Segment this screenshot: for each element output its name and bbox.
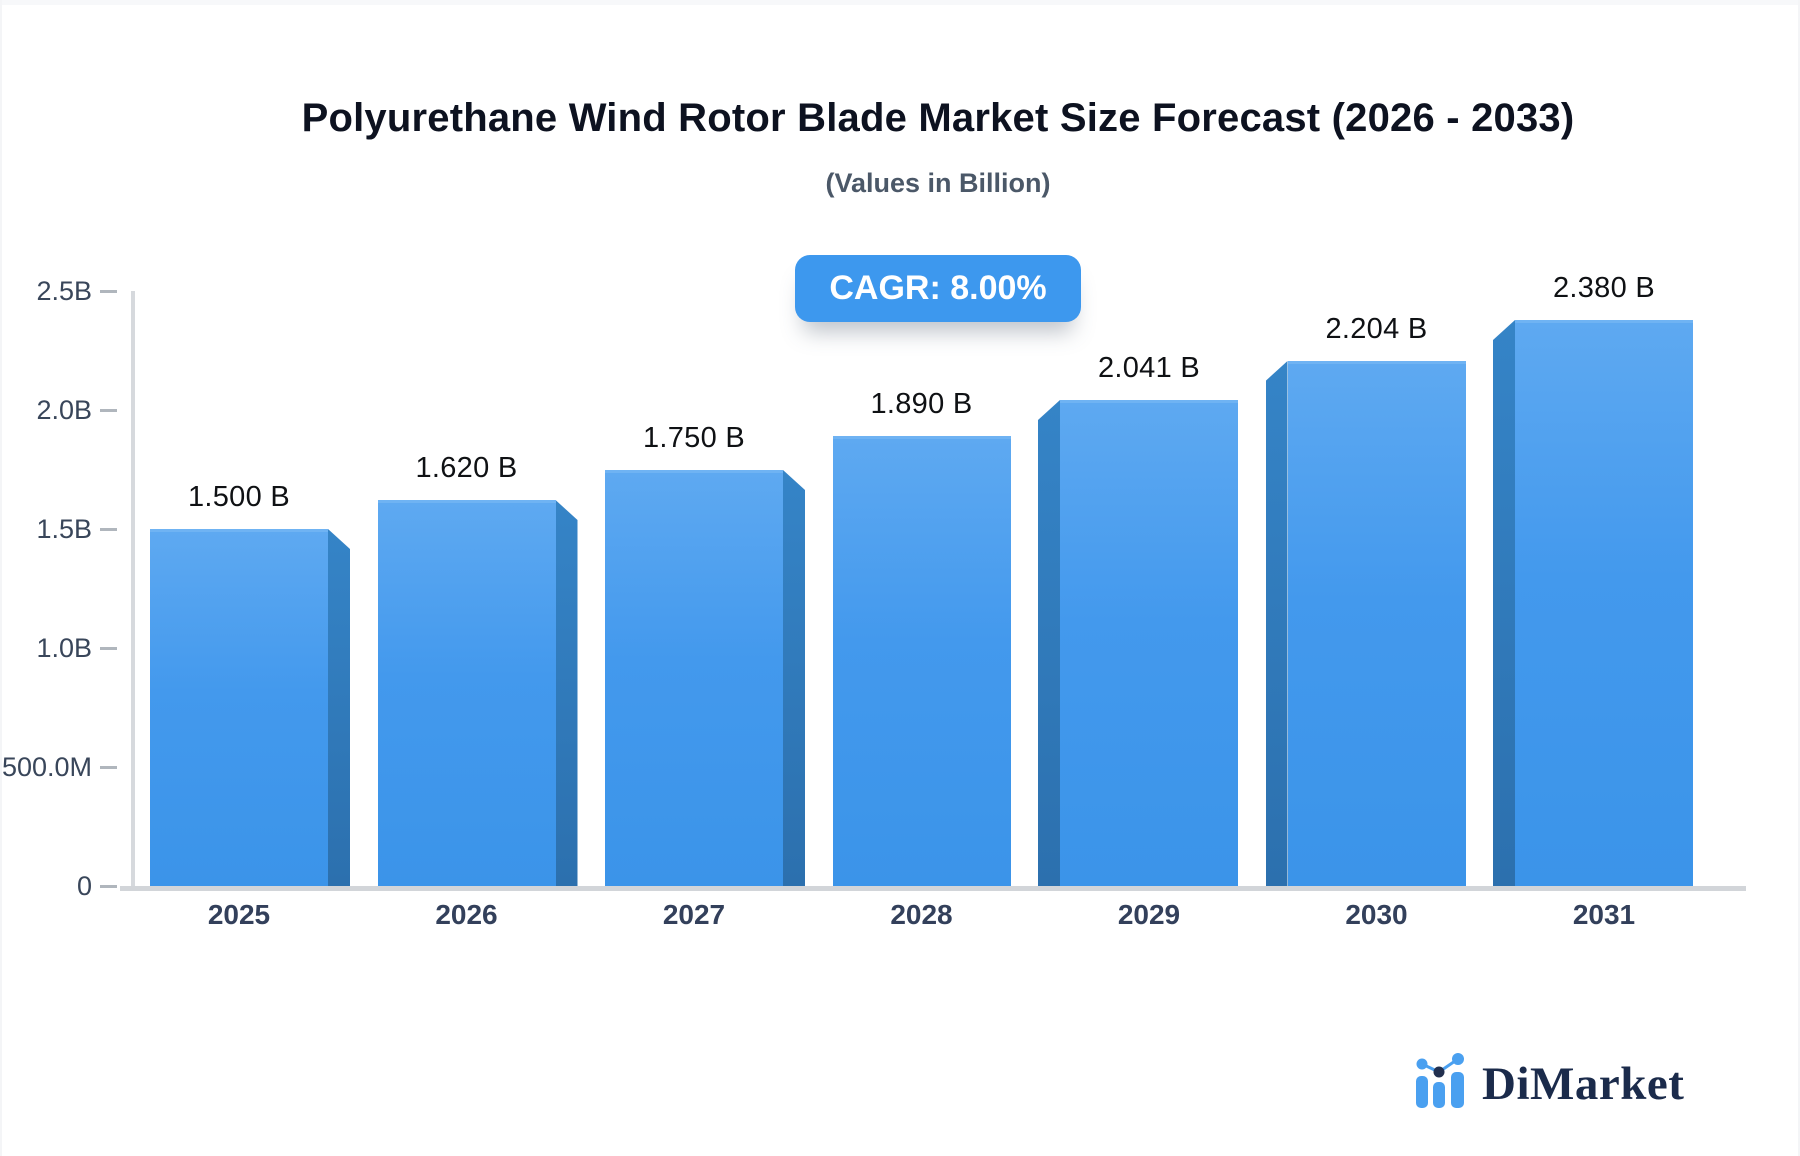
y-axis-tick-label: 500.0M bbox=[1, 752, 92, 782]
page-top-border bbox=[0, 0, 1800, 5]
x-axis-label-2025: 2025 bbox=[207, 899, 271, 930]
y-axis-line bbox=[131, 291, 135, 889]
bar-value-label-2031: 2.380 B bbox=[1552, 272, 1656, 304]
y-axis-tick-label: 0 bbox=[76, 871, 92, 901]
y-axis-tick bbox=[100, 409, 117, 412]
y-axis-tick-label: 2.0B bbox=[36, 395, 92, 425]
brand-logo[interactable]: DiMarket bbox=[1414, 1038, 1744, 1108]
x-axis-label-2026: 2026 bbox=[435, 899, 498, 930]
bar-value-label-2027: 1.750 B bbox=[642, 422, 746, 454]
x-axis-label-2030: 2030 bbox=[1345, 899, 1408, 930]
x-axis-baseline bbox=[120, 886, 1746, 891]
y-axis-tick-label: 1.0B bbox=[36, 633, 92, 663]
bar-value-label-2030: 2.204 B bbox=[1325, 313, 1428, 345]
bar-side-face-2026 bbox=[555, 500, 578, 886]
bar-2029[interactable] bbox=[1060, 400, 1238, 886]
cagr-badge-label: CAGR: 8.00% bbox=[795, 255, 1081, 322]
x-axis-label-2029: 2029 bbox=[1117, 899, 1181, 930]
bar-2026[interactable] bbox=[377, 500, 556, 886]
bar-2027[interactable] bbox=[605, 470, 783, 886]
y-axis-tick-label: 2.5B bbox=[36, 276, 92, 306]
brand-logo-text: DiMarket bbox=[1482, 1058, 1685, 1110]
page-left-border bbox=[0, 0, 2, 1156]
bar-side-face-2030 bbox=[1265, 361, 1288, 886]
bar-value-label-2026: 1.620 B bbox=[415, 452, 518, 484]
bar-2031[interactable] bbox=[1515, 320, 1693, 886]
chart-subtitle: (Values in Billion) bbox=[825, 168, 1051, 198]
y-axis-tick bbox=[100, 647, 117, 650]
x-axis-label-2027: 2027 bbox=[662, 899, 726, 930]
y-axis-tick-label: 1.5B bbox=[36, 514, 92, 544]
y-axis-tick bbox=[100, 528, 117, 531]
bar-side-face-2027 bbox=[783, 470, 805, 886]
y-axis-tick bbox=[100, 766, 117, 769]
y-axis-tick bbox=[100, 290, 117, 293]
bar-2025[interactable] bbox=[150, 529, 328, 886]
page-right-border bbox=[1798, 0, 1800, 1156]
bar-side-face-2025 bbox=[328, 529, 350, 886]
bar-value-label-2028: 1.890 B bbox=[870, 388, 973, 420]
bar-value-label-2025: 1.500 B bbox=[187, 481, 291, 513]
chart-title: Polyurethane Wind Rotor Blade Market Siz… bbox=[301, 96, 1575, 140]
x-axis-label-2028: 2028 bbox=[890, 899, 953, 930]
bar-chart-logo-icon bbox=[1416, 1053, 1464, 1108]
bar-side-face-2029 bbox=[1038, 400, 1060, 886]
bar-value-label-2029: 2.041 B bbox=[1097, 352, 1201, 384]
x-axis-label-2031: 2031 bbox=[1572, 899, 1636, 930]
y-axis-tick bbox=[100, 885, 117, 888]
bar-2030[interactable] bbox=[1287, 361, 1466, 886]
bar-side-face-2031 bbox=[1493, 320, 1515, 886]
cagr-badge: CAGR: 8.00% bbox=[133, 255, 1743, 322]
bar-2028[interactable] bbox=[832, 436, 1011, 886]
